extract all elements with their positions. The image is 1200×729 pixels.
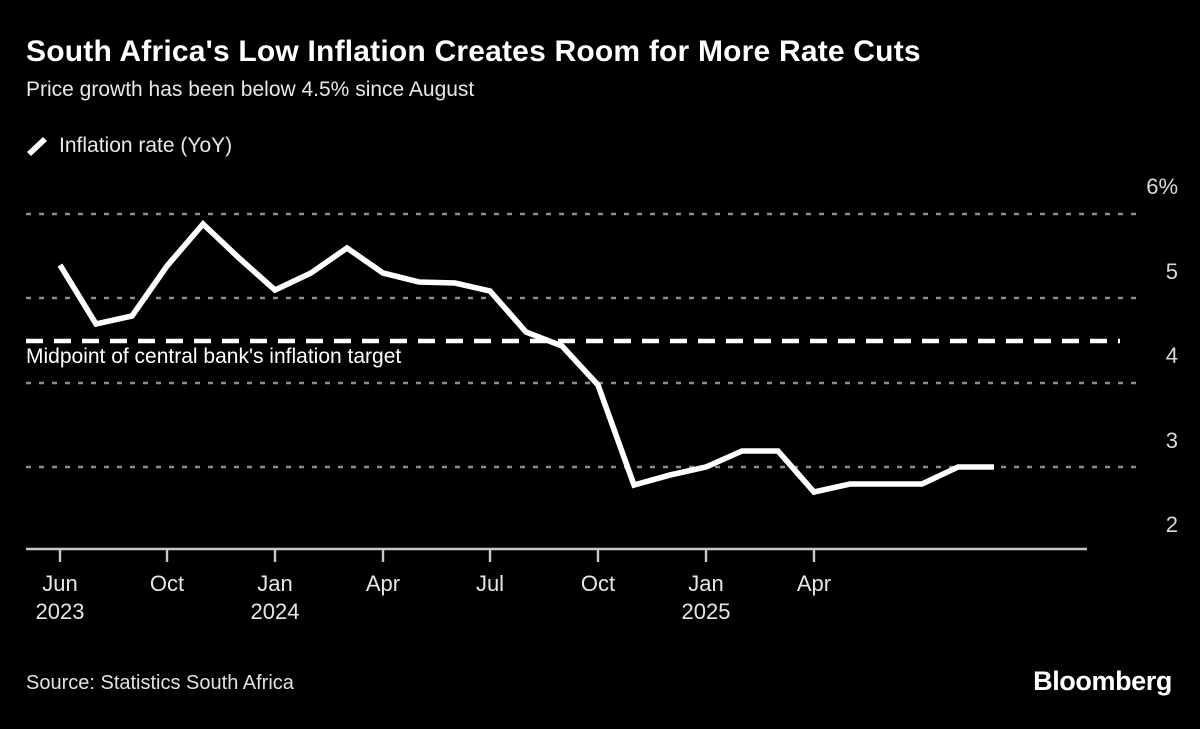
x-axis-label-month: Jul [475, 571, 505, 596]
y-axis-label-2: 2 [1165, 512, 1178, 537]
x-axis-label-year: 2024 [250, 599, 300, 624]
line-slash-icon [26, 135, 48, 157]
gridlines [26, 212, 1138, 469]
x-axis-label-year: 2025 [681, 599, 731, 624]
chart-header: South Africa's Low Inflation Creates Roo… [26, 34, 1176, 103]
x-axis-label-apr-2025: Apr [754, 570, 874, 598]
x-axis-label-month: Apr [796, 571, 832, 596]
inflation-rate-line [57, 219, 994, 496]
x-axis-label-month: Jan [257, 571, 293, 596]
y-axis-label-4: 4 [1165, 343, 1178, 368]
y-axis-label-3: 3 [1165, 428, 1178, 453]
y-axis-label-5: 5 [1165, 259, 1178, 284]
x-axis-label-apr-2024: Apr [323, 570, 443, 598]
x-axis-label-month: Jan [688, 571, 724, 596]
x-axis-label-jun-2023: Jun 2023 [0, 570, 120, 626]
x-axis-label-year: 2023 [35, 599, 85, 624]
x-axis-label-jan-2025: Jan 2025 [646, 570, 766, 626]
x-axis-label-jul-2024: Jul [430, 570, 550, 598]
x-axis-ticks [58, 549, 816, 562]
x-axis-label-oct-2023: Oct [107, 570, 227, 598]
bloomberg-logo: Bloomberg [1033, 666, 1172, 696]
legend-item-label: Inflation rate (YoY) [59, 134, 233, 157]
chart-subtitle: Price growth has been below 4.5% since A… [26, 78, 475, 101]
x-axis-label-jan-2024: Jan 2024 [215, 570, 335, 626]
y-axis-label-6: 6% [1146, 174, 1178, 199]
x-axis-label-month: Oct [149, 571, 185, 596]
source-attribution: Source: Statistics South Africa [26, 672, 294, 694]
x-axis-label-month: Oct [580, 571, 616, 596]
x-axis-label-oct-2024: Oct [538, 570, 658, 598]
chart-legend: Inflation rate (YoY) [26, 134, 232, 158]
x-axis-label-month: Jun [42, 571, 78, 596]
x-axis-label-month: Apr [365, 571, 401, 596]
midpoint-annotation-label: Midpoint of central bank's inflation tar… [26, 345, 402, 368]
chart-title: South Africa's Low Inflation Creates Roo… [26, 35, 921, 68]
